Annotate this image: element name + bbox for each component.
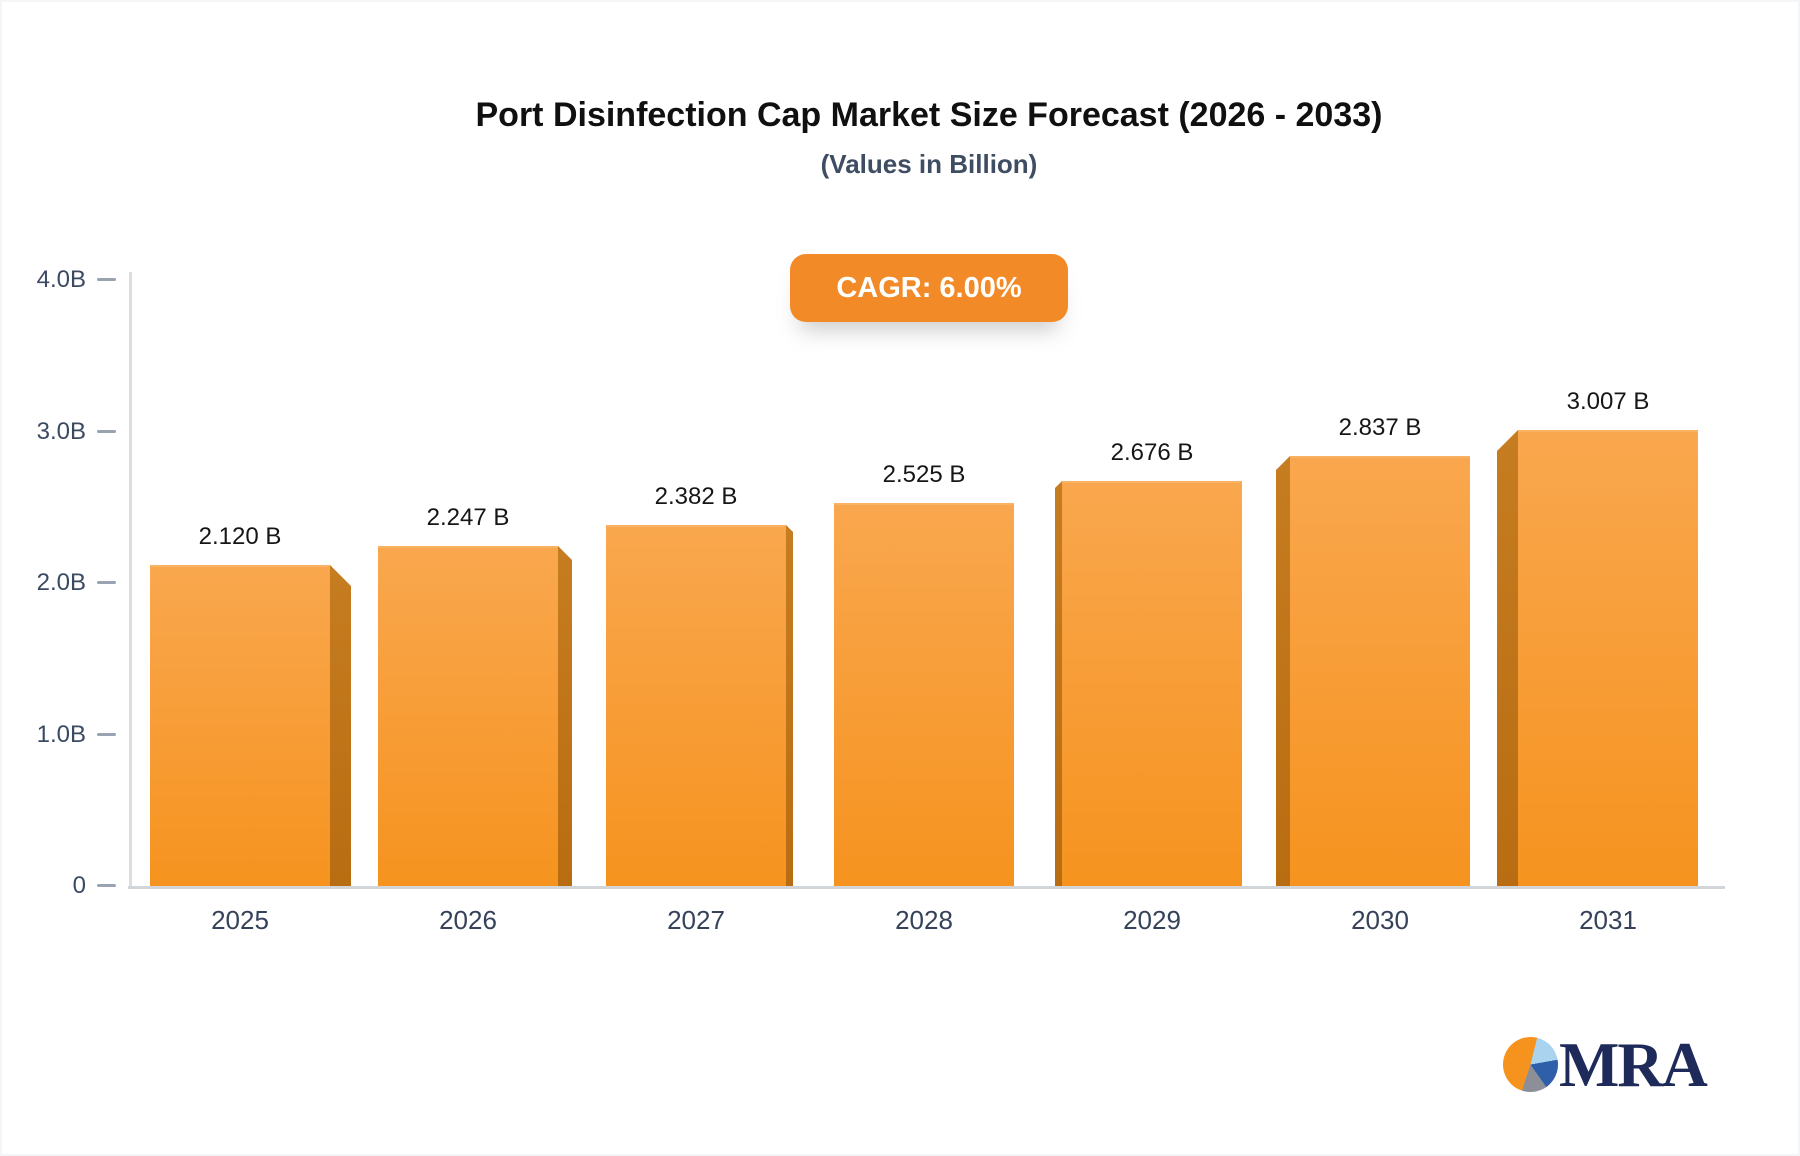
bar-2028 [834, 503, 1014, 886]
x-axis-line [128, 886, 1725, 889]
x-tick-label: 2028 [895, 905, 953, 935]
y-tick-mark [97, 278, 116, 281]
bar-side-face-2029 [1055, 481, 1062, 886]
x-tick-label: 2030 [1351, 905, 1409, 935]
bar-value-label: 2.837 B [1338, 414, 1422, 441]
bar-2025 [150, 565, 330, 886]
bar-2031 [1518, 430, 1698, 886]
y-tick-mark [97, 732, 116, 736]
chart-subtitle: (Values in Billion) [820, 149, 1038, 179]
y-tick-label: 1.0B [36, 720, 86, 748]
bar-value-label: 2.247 B [426, 504, 510, 531]
bar-2026 [378, 546, 558, 886]
x-tick-label: 2026 [439, 905, 497, 935]
bar-side-face-2025 [330, 565, 351, 886]
bar-value-label: 2.120 B [198, 523, 282, 550]
bar-value-label: 2.382 B [654, 483, 738, 510]
bar-2030 [1290, 456, 1470, 886]
y-axis-line [129, 272, 132, 887]
y-tick-mark [97, 581, 116, 584]
bar-side-face-2027 [786, 525, 793, 886]
y-tick-label: 3.0B [36, 417, 86, 445]
chart-title: Port Disinfection Cap Market Size Foreca… [475, 96, 1383, 134]
mra-logo: MRA [1503, 1029, 1708, 1100]
bar-value-label: 2.676 B [1110, 439, 1194, 466]
bar-side-face-2031 [1497, 430, 1518, 886]
bar-side-face-2030 [1276, 456, 1290, 886]
cagr-badge: CAGR: 6.00% [790, 254, 1068, 322]
y-tick-mark [97, 429, 116, 433]
y-tick-label: 0 [72, 872, 86, 899]
bar-side-face-2026 [558, 546, 572, 886]
y-tick-label: 2.0B [36, 569, 86, 596]
bar-value-label: 2.525 B [882, 461, 966, 488]
x-tick-label: 2027 [667, 905, 725, 935]
y-tick-mark [97, 884, 116, 887]
x-tick-label: 2025 [211, 905, 269, 935]
mra-pie-icon [1503, 1037, 1558, 1092]
bar-2027 [606, 525, 786, 886]
x-tick-label: 2031 [1579, 905, 1637, 935]
x-tick-label: 2029 [1123, 905, 1181, 935]
bar-value-label: 3.007 B [1566, 388, 1650, 415]
mra-logo-text: MRA [1559, 1029, 1708, 1100]
bar-2029 [1062, 481, 1242, 886]
y-tick-label: 4.0B [36, 266, 86, 293]
